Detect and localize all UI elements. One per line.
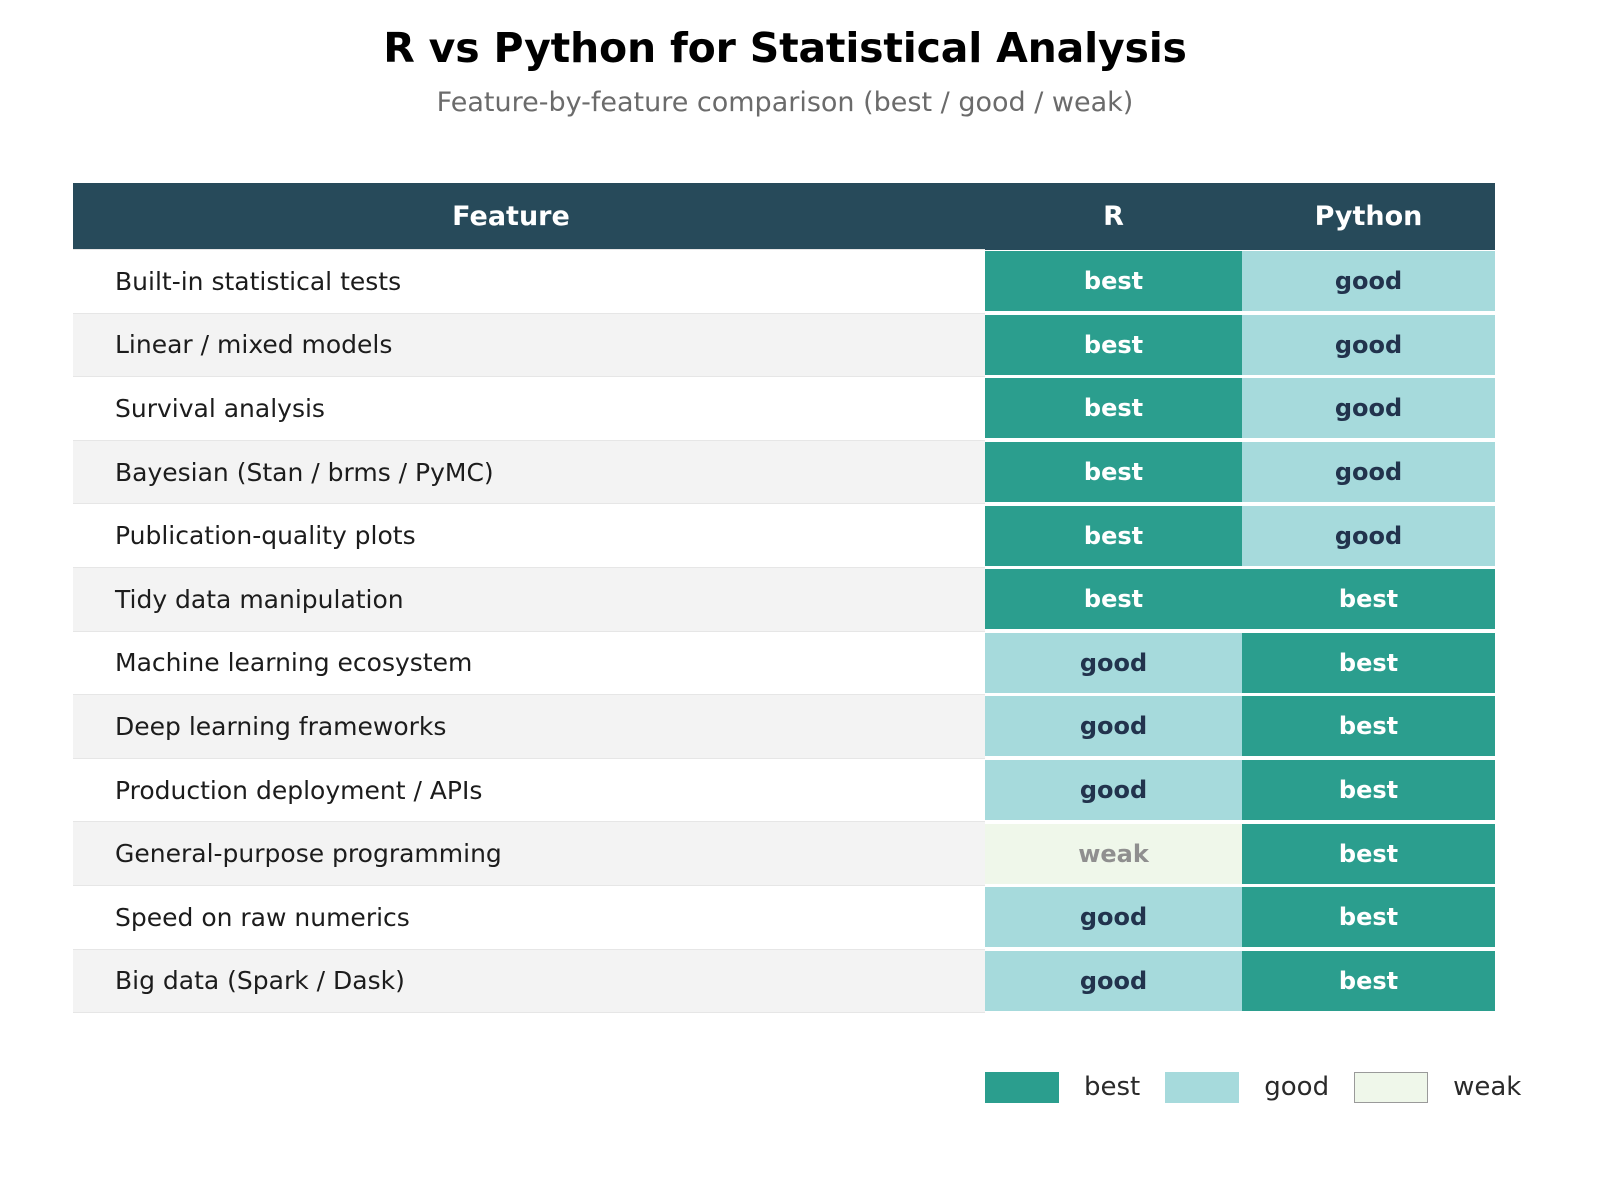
python-rating-cell: best	[1242, 949, 1495, 1013]
feature-label: Deep learning frameworks	[73, 694, 985, 759]
feature-label: Publication-quality plots	[73, 503, 985, 568]
python-rating-cell: best	[1242, 885, 1495, 949]
rating-value: best	[985, 251, 1242, 312]
legend-item-best: best	[985, 1071, 1165, 1103]
rating-value: good	[985, 632, 1242, 693]
r-rating-cell: best	[985, 313, 1242, 377]
legend-swatch-best	[985, 1071, 1059, 1103]
rating-value: best	[985, 442, 1242, 503]
rating-value: good	[1242, 505, 1495, 566]
r-rating-cell: weak	[985, 822, 1242, 886]
comparison-table: Feature R Python Built-in statistical te…	[73, 183, 1495, 1014]
feature-label: Survival analysis	[73, 376, 985, 441]
r-rating-cell: good	[985, 758, 1242, 822]
feature-label: Built-in statistical tests	[73, 249, 985, 314]
column-header-feature: Feature	[73, 183, 985, 250]
feature-label: Bayesian (Stan / brms / PyMC)	[73, 440, 985, 505]
python-rating-cell: good	[1242, 313, 1495, 377]
table-row: Speed on raw numerics good best	[73, 885, 1495, 950]
rating-value: good	[985, 760, 1242, 821]
rating-value: best	[1242, 950, 1495, 1011]
python-rating-cell: good	[1242, 377, 1495, 441]
r-rating-cell: best	[985, 504, 1242, 568]
legend: best good weak	[985, 1070, 1546, 1104]
rating-value: best	[1242, 569, 1495, 630]
r-rating-cell: best	[985, 440, 1242, 504]
rating-value: good	[1242, 251, 1495, 312]
python-rating-cell: best	[1242, 695, 1495, 759]
table-row: Big data (Spark / Dask) good best	[73, 949, 1495, 1014]
r-rating-cell: best	[985, 250, 1242, 314]
table-row: General-purpose programming weak best	[73, 821, 1495, 886]
python-rating-cell: best	[1242, 567, 1495, 631]
python-rating-cell: good	[1242, 250, 1495, 314]
table-row: Tidy data manipulation best best	[73, 567, 1495, 632]
python-rating-cell: best	[1242, 822, 1495, 886]
rating-value: best	[985, 569, 1242, 630]
table-row: Deep learning frameworks good best	[73, 694, 1495, 759]
page-subtitle: Feature-by-feature comparison (best / go…	[436, 86, 1134, 118]
table-row: Built-in statistical tests best good	[73, 249, 1495, 314]
feature-label: Speed on raw numerics	[73, 885, 985, 950]
feature-label: Big data (Spark / Dask)	[73, 949, 985, 1014]
r-rating-cell: good	[985, 885, 1242, 949]
feature-label: General-purpose programming	[73, 821, 985, 886]
table-row: Publication-quality plots best good	[73, 503, 1495, 568]
legend-item-weak: weak	[1354, 1071, 1546, 1103]
feature-label: Tidy data manipulation	[73, 567, 985, 632]
legend-label-weak: weak	[1453, 1072, 1522, 1102]
table-header-row: Feature R Python	[73, 183, 1495, 250]
python-rating-cell: best	[1242, 758, 1495, 822]
legend-label-best: best	[1084, 1072, 1141, 1102]
rating-value: good	[985, 696, 1242, 757]
r-rating-cell: best	[985, 567, 1242, 631]
rating-value: weak	[985, 823, 1242, 884]
rating-value: good	[985, 887, 1242, 948]
rating-value: best	[985, 505, 1242, 566]
table-row: Machine learning ecosystem good best	[73, 631, 1495, 696]
column-header-r: R	[985, 183, 1242, 250]
table-header: Feature R Python	[73, 183, 1495, 250]
rating-value: best	[1242, 887, 1495, 948]
rating-value: best	[1242, 823, 1495, 884]
column-header-python: Python	[1242, 183, 1495, 250]
rating-value: best	[985, 378, 1242, 439]
python-rating-cell: best	[1242, 631, 1495, 695]
legend-swatch-weak	[1354, 1071, 1429, 1103]
comparison-table-wrapper: Feature R Python Built-in statistical te…	[73, 183, 1495, 1014]
rating-value: good	[1242, 378, 1495, 439]
r-rating-cell: best	[985, 377, 1242, 441]
python-rating-cell: good	[1242, 504, 1495, 568]
table-row: Linear / mixed models best good	[73, 313, 1495, 378]
table-body: Built-in statistical tests best good Linear…	[73, 249, 1495, 1014]
feature-label: Machine learning ecosystem	[73, 631, 985, 696]
table-row: Bayesian (Stan / brms / PyMC) best good	[73, 440, 1495, 505]
feature-label: Production deployment / APIs	[73, 758, 985, 823]
rating-value: best	[1242, 760, 1495, 821]
rating-value: good	[985, 950, 1242, 1011]
page-title: R vs Python for Statistical Analysis	[383, 24, 1187, 72]
table-row: Survival analysis best good	[73, 376, 1495, 441]
title-block: R vs Python for Statistical Analysis Fea…	[0, 24, 1570, 118]
legend-item-good: good	[1165, 1071, 1354, 1103]
table-row: Production deployment / APIs good best	[73, 758, 1495, 823]
rating-value: good	[1242, 442, 1495, 503]
r-rating-cell: good	[985, 695, 1242, 759]
python-rating-cell: good	[1242, 440, 1495, 504]
feature-label: Linear / mixed models	[73, 313, 985, 378]
r-rating-cell: good	[985, 949, 1242, 1013]
rating-value: good	[1242, 314, 1495, 375]
rating-value: best	[1242, 632, 1495, 693]
r-rating-cell: good	[985, 631, 1242, 695]
rating-value: best	[1242, 696, 1495, 757]
legend-swatch-good	[1165, 1071, 1240, 1103]
legend-label-good: good	[1264, 1072, 1330, 1102]
rating-value: best	[985, 314, 1242, 375]
